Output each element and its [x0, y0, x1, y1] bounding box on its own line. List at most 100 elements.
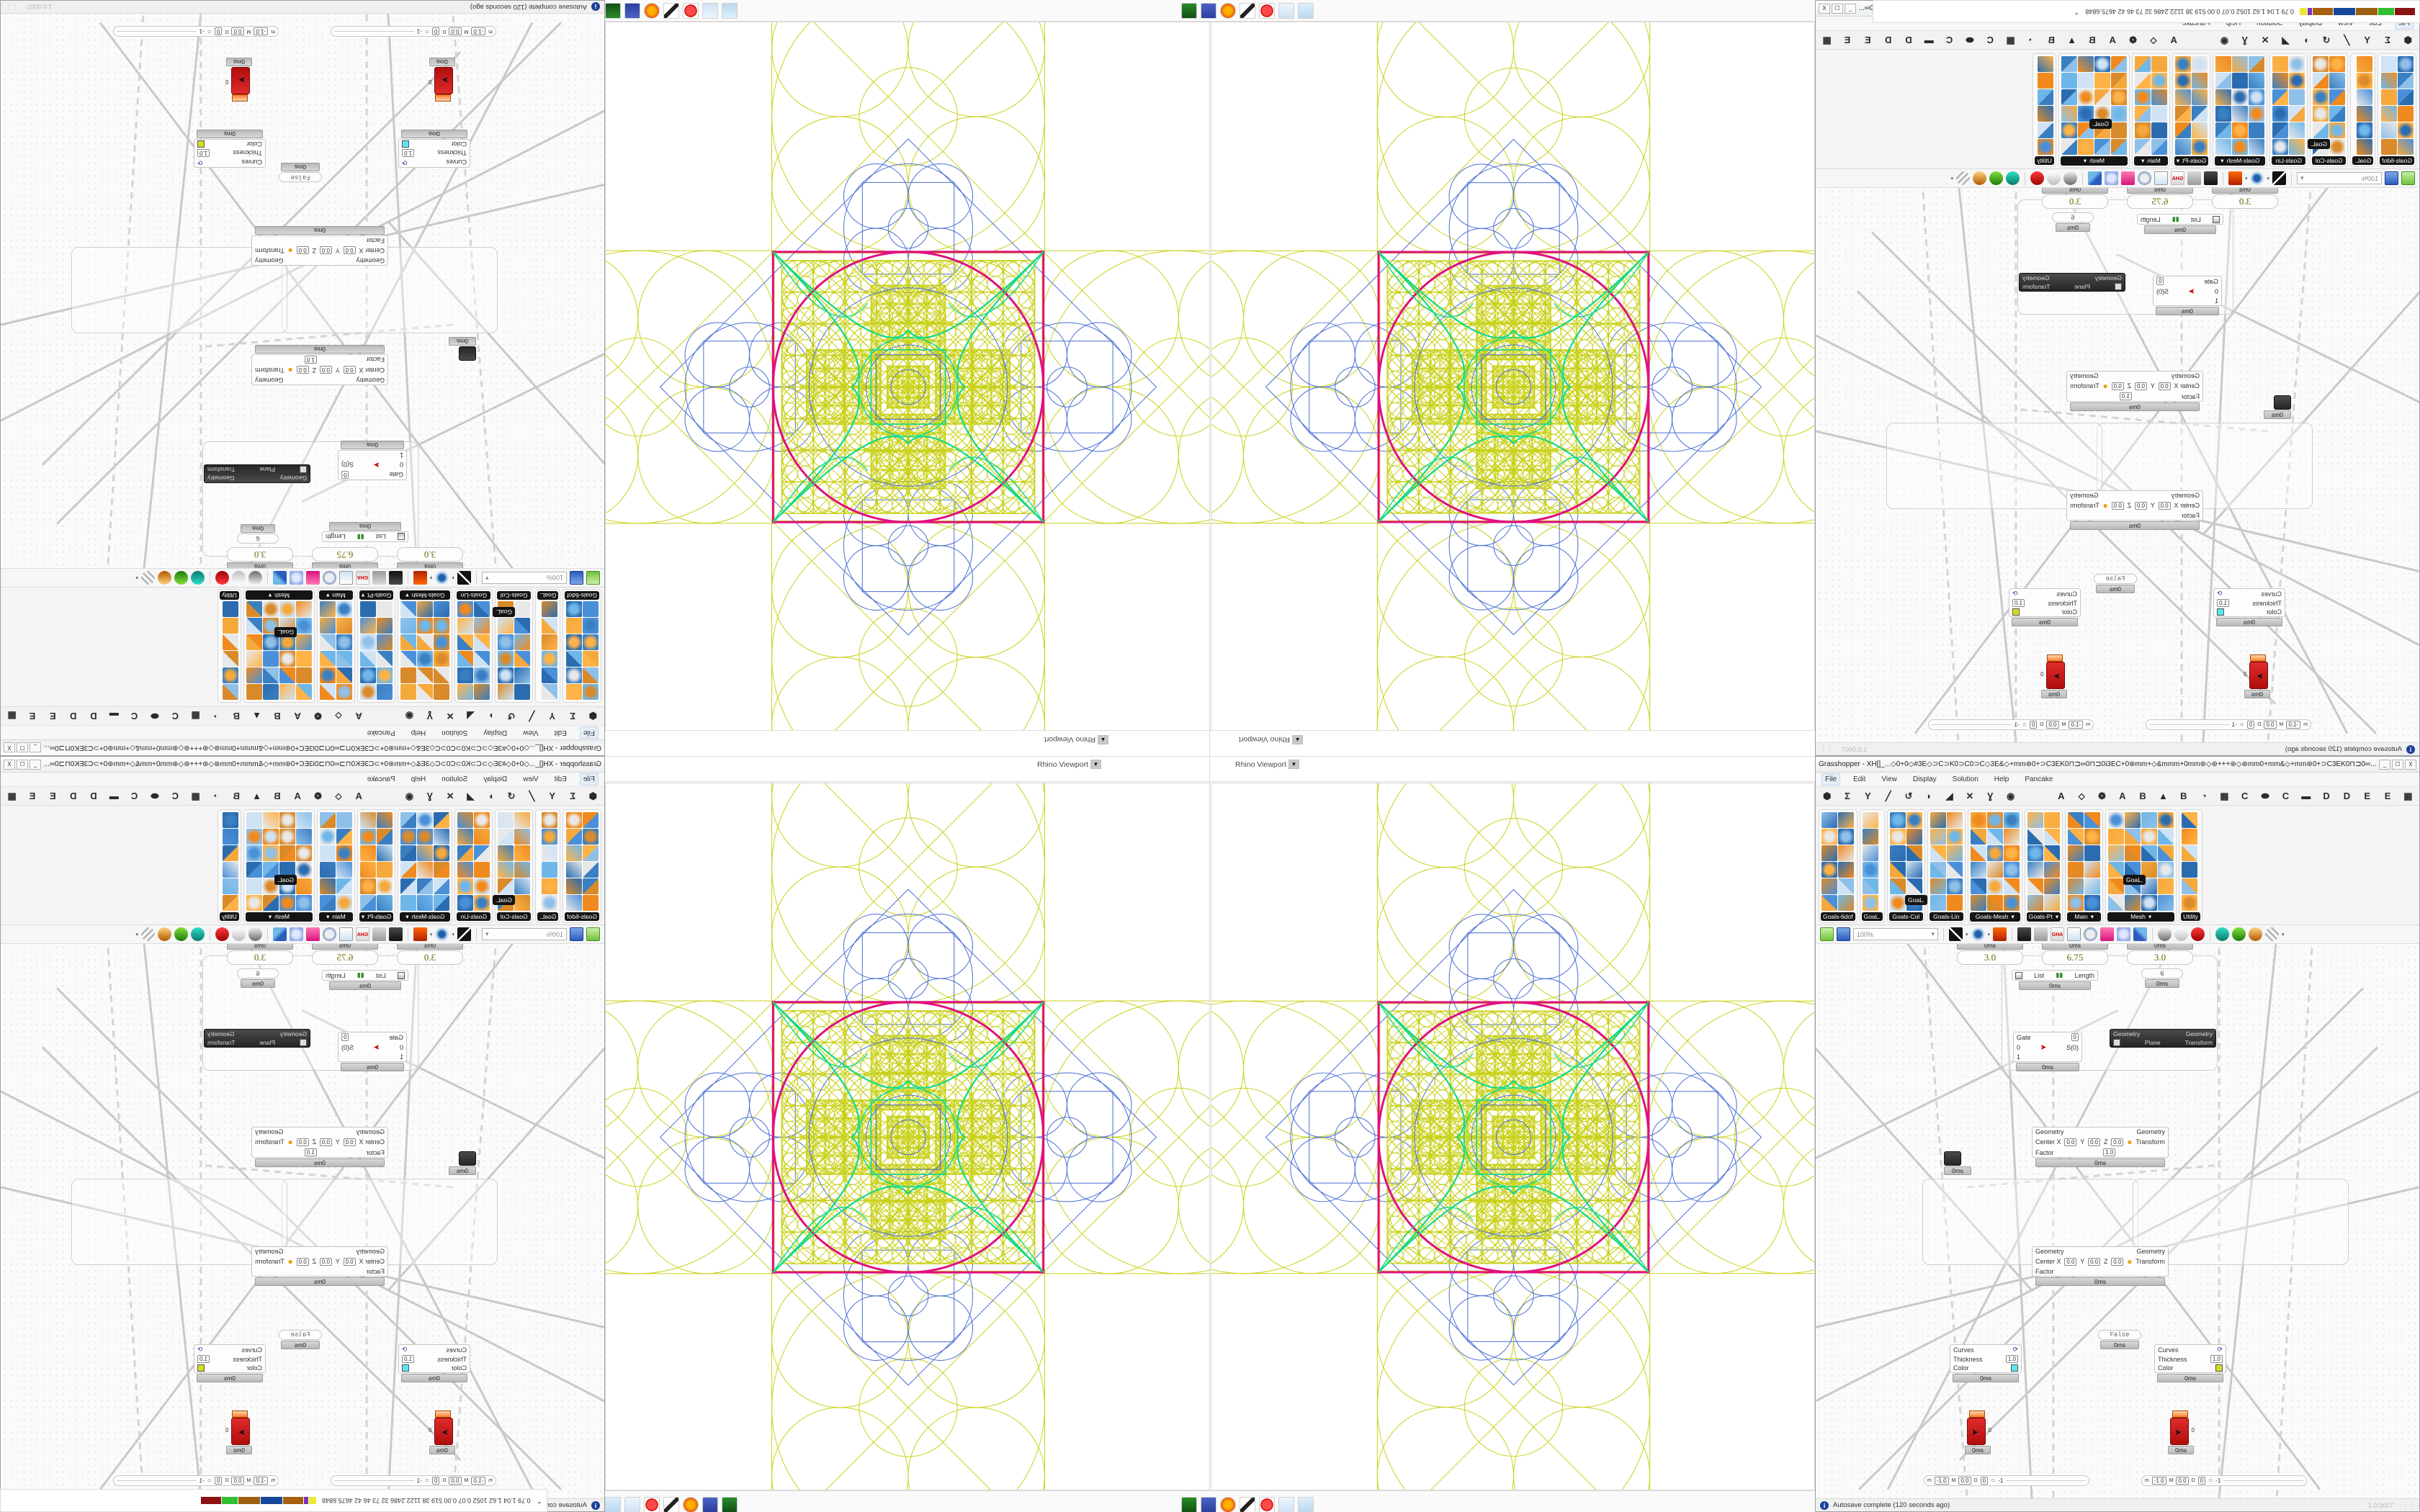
- number-slider[interactable]: 3.0: [1957, 950, 2023, 965]
- profiler-icon[interactable]: [372, 571, 386, 585]
- component-icon[interactable]: [457, 845, 474, 861]
- component-icon[interactable]: [2289, 122, 2305, 138]
- tab-glyph[interactable]: B: [233, 791, 240, 801]
- tab-glyph[interactable]: ◢: [467, 790, 475, 801]
- tab-glyph[interactable]: ✕: [446, 790, 454, 801]
- component-icon[interactable]: [319, 829, 336, 845]
- component-icon[interactable]: [336, 895, 352, 911]
- component-icon[interactable]: [2110, 122, 2127, 138]
- component-icon[interactable]: [400, 651, 417, 667]
- zoom-extents-icon[interactable]: [457, 571, 471, 585]
- tab-glyph[interactable]: B: [2048, 35, 2055, 45]
- gh-node[interactable]: m -1.0 M 0.0 D 0 ○ -1: [113, 26, 279, 37]
- component-icon[interactable]: [565, 878, 582, 894]
- tab-glyph[interactable]: Υ: [1864, 791, 1871, 801]
- menu-item-help[interactable]: Help: [411, 775, 426, 783]
- component-icon[interactable]: [2398, 73, 2414, 89]
- tab-glyph[interactable]: ◉: [405, 790, 414, 801]
- viewport-label-tr[interactable]: ▲ Rhino Viewport: [1239, 735, 1304, 744]
- tab-glyph[interactable]: ❁: [314, 790, 323, 801]
- tab-glyph[interactable]: ▲: [252, 711, 262, 721]
- component-icon[interactable]: [514, 829, 531, 845]
- maximize-button[interactable]: ☐: [2392, 759, 2403, 770]
- tab-glyph[interactable]: ◔: [2201, 791, 2208, 801]
- component-icon[interactable]: [2175, 106, 2192, 122]
- component-icon[interactable]: [1946, 862, 1963, 878]
- tab-glyph[interactable]: Σ: [1845, 791, 1850, 801]
- chevron-down-icon[interactable]: ▾: [2055, 913, 2059, 920]
- gh-node[interactable]: Geometry Geometry Center X 0.0 Y 0.0 Z 0.0 ● Tran…: [251, 1127, 388, 1167]
- component-icon[interactable]: [542, 895, 558, 911]
- component-icon[interactable]: [2043, 845, 2060, 861]
- component-icon[interactable]: [1946, 829, 1963, 845]
- component-icon[interactable]: [2061, 139, 2077, 155]
- component-icon[interactable]: [319, 862, 336, 878]
- component-icon[interactable]: [1946, 878, 1963, 894]
- component-icon[interactable]: [583, 829, 599, 845]
- component-icon[interactable]: [2182, 829, 2198, 845]
- firefox-icon[interactable]: [683, 1497, 699, 1512]
- component-icon[interactable]: [279, 845, 295, 861]
- component-icon[interactable]: [583, 895, 599, 911]
- component-icon[interactable]: [360, 895, 377, 911]
- tab-glyph[interactable]: ◢: [467, 711, 475, 722]
- component-icon[interactable]: [1821, 829, 1837, 845]
- number-slider[interactable]: 6.75: [312, 547, 378, 562]
- component-icon[interactable]: [2037, 73, 2053, 89]
- color-swatch[interactable]: [402, 140, 409, 148]
- tab-glyph[interactable]: C: [1945, 35, 1953, 45]
- minimize-button[interactable]: _: [2379, 759, 2390, 770]
- cluster-icon[interactable]: [388, 571, 403, 585]
- chevron-down-icon[interactable]: ▾: [2141, 157, 2145, 164]
- viewport-label-bl[interactable]: Rhino Viewport ▼: [1037, 760, 1102, 769]
- component-icon[interactable]: [457, 684, 474, 700]
- component-icon[interactable]: [262, 684, 279, 700]
- help-icon[interactable]: [305, 571, 320, 585]
- widget-orange-icon[interactable]: [1972, 171, 1986, 185]
- chevron-down-icon[interactable]: ▾: [405, 592, 409, 599]
- component-icon[interactable]: [377, 895, 393, 911]
- component-icon[interactable]: [542, 878, 558, 894]
- tab-glyph[interactable]: ⬢: [588, 790, 598, 801]
- gh-canvas[interactable]: List ▮▮ Length 0ms 6 0ms Geometry Geometry Plane…: [1, 14, 604, 568]
- toggle-icon[interactable]: [2115, 283, 2122, 290]
- component-icon[interactable]: [246, 862, 262, 878]
- tab-glyph[interactable]: Υ: [549, 711, 556, 721]
- list-length-component[interactable]: List ▮▮ Length: [322, 531, 408, 542]
- document-icon[interactable]: [2067, 927, 2081, 941]
- component-icon[interactable]: [2380, 56, 2397, 72]
- component-icon[interactable]: [2084, 845, 2101, 861]
- boolean-toggle[interactable]: False: [2094, 574, 2137, 584]
- ribbon-group-label[interactable]: Goals-Pt ▾: [359, 912, 394, 922]
- gh-node[interactable]: Geometry Geometry Plane Transform: [2019, 273, 2125, 292]
- gh-node[interactable]: 0ms 3.0: [227, 944, 293, 965]
- gha-assembly-icon[interactable]: GHA: [355, 571, 369, 585]
- gh-node[interactable]: Curves ⟳ Thickness 1.0 Color 0ms: [194, 1344, 266, 1382]
- custom-preview-component-left[interactable]: Curves ⟳ Thickness 1.0 Color: [2213, 588, 2285, 617]
- cluster-icon[interactable]: [2203, 171, 2218, 185]
- scale-component[interactable]: Geometry Geometry Center X 0.0 Y 0.0 Z 0.0 ● Tran…: [2032, 1246, 2169, 1277]
- slider-handle[interactable]: ○: [2208, 1477, 2213, 1485]
- component-icon[interactable]: [2027, 845, 2043, 861]
- notepad-icon[interactable]: [1278, 1497, 1294, 1512]
- component-icon[interactable]: [319, 878, 336, 894]
- tab-glyph[interactable]: ⬦: [335, 711, 342, 722]
- profiler-icon[interactable]: [2187, 171, 2201, 185]
- component-icon[interactable]: [2158, 845, 2174, 861]
- widget-grey-icon[interactable]: [248, 571, 262, 585]
- component-icon[interactable]: [1986, 829, 2003, 845]
- gh-node[interactable]: 0ms 6.75: [312, 944, 378, 965]
- ribbon-group-label[interactable]: Goals-6dof: [1821, 912, 1855, 921]
- component-icon[interactable]: [360, 829, 377, 845]
- component-icon[interactable]: [2398, 122, 2414, 138]
- tab-glyph[interactable]: D: [90, 711, 97, 721]
- ribbon-group-label[interactable]: Goals-Mesh ▾: [1969, 912, 2020, 922]
- custom-preview-component-left[interactable]: Curves ⟳ Thickness 1.0 Color: [398, 139, 470, 168]
- component-icon[interactable]: [262, 829, 279, 845]
- widget-orange-icon[interactable]: [157, 571, 171, 585]
- component-icon[interactable]: [1906, 829, 1922, 845]
- component-icon[interactable]: [319, 684, 336, 700]
- slider-track[interactable]: [2006, 1480, 2086, 1481]
- component-icon[interactable]: [474, 684, 490, 700]
- sketch-icon[interactable]: [289, 571, 303, 585]
